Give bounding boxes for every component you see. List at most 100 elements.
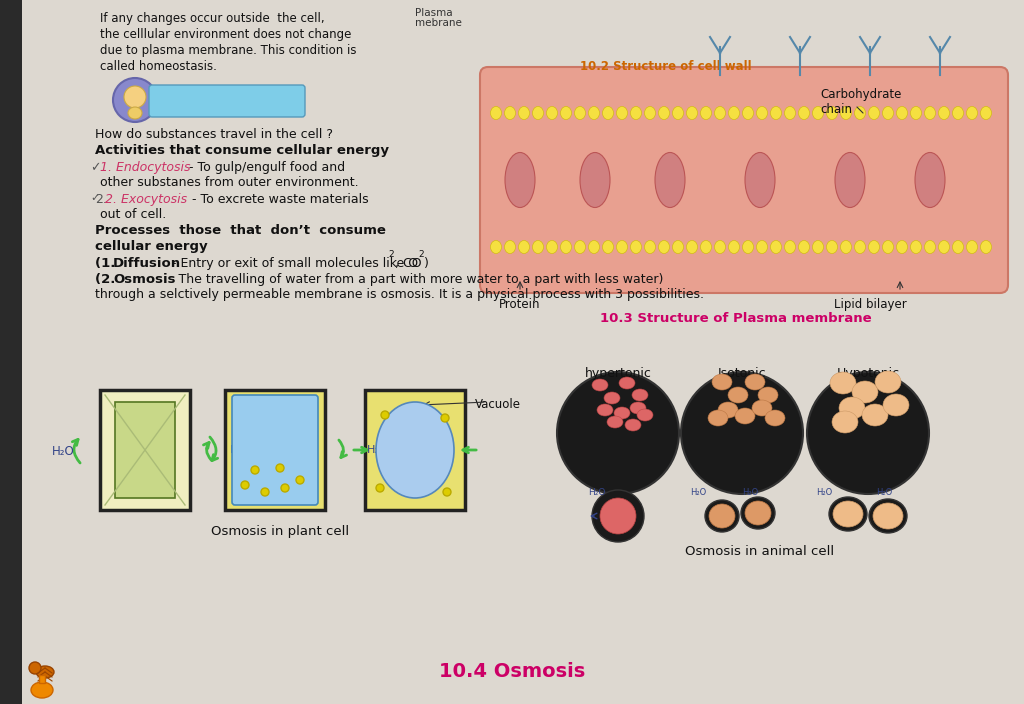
Ellipse shape xyxy=(644,241,655,253)
Text: Hypotonic: Hypotonic xyxy=(837,367,899,380)
Ellipse shape xyxy=(770,241,781,253)
Circle shape xyxy=(681,372,803,494)
Ellipse shape xyxy=(896,106,907,120)
Ellipse shape xyxy=(686,241,697,253)
Circle shape xyxy=(443,488,451,496)
Ellipse shape xyxy=(831,411,858,433)
Ellipse shape xyxy=(757,241,768,253)
Ellipse shape xyxy=(868,241,880,253)
Ellipse shape xyxy=(765,410,785,426)
Ellipse shape xyxy=(376,402,454,498)
Ellipse shape xyxy=(883,241,894,253)
Text: other substanes from outer environment.: other substanes from outer environment. xyxy=(100,176,358,189)
Ellipse shape xyxy=(812,241,823,253)
Ellipse shape xyxy=(841,241,852,253)
Ellipse shape xyxy=(36,666,54,678)
Text: Osmosis in animal cell: Osmosis in animal cell xyxy=(685,545,835,558)
Text: H₂O: H₂O xyxy=(420,445,441,455)
Text: 2: 2 xyxy=(418,250,424,259)
Ellipse shape xyxy=(852,381,878,403)
Ellipse shape xyxy=(742,106,754,120)
Ellipse shape xyxy=(770,106,781,120)
Ellipse shape xyxy=(632,389,648,401)
Text: mebrane: mebrane xyxy=(415,18,462,28)
Ellipse shape xyxy=(925,241,936,253)
Ellipse shape xyxy=(700,241,712,253)
Ellipse shape xyxy=(741,497,775,529)
Ellipse shape xyxy=(631,106,641,120)
Text: H₂O: H₂O xyxy=(742,488,758,497)
Circle shape xyxy=(296,476,304,484)
Text: 2: 2 xyxy=(388,250,393,259)
Text: (2.: (2. xyxy=(95,273,120,286)
Ellipse shape xyxy=(490,106,502,120)
Text: Isotonic: Isotonic xyxy=(718,367,766,380)
Circle shape xyxy=(557,372,679,494)
Text: - To excrete waste materials: - To excrete waste materials xyxy=(188,193,369,206)
FancyBboxPatch shape xyxy=(39,675,45,683)
Text: Activities that consume cellular energy: Activities that consume cellular energy xyxy=(95,144,389,157)
Text: How do substances travel in the cell ?: How do substances travel in the cell ? xyxy=(95,128,333,141)
FancyBboxPatch shape xyxy=(480,67,1008,293)
FancyBboxPatch shape xyxy=(232,395,318,505)
Text: Carbohydrate
chain: Carbohydrate chain xyxy=(820,88,901,116)
Text: out of cell.: out of cell. xyxy=(100,208,166,221)
Ellipse shape xyxy=(752,400,772,416)
Text: H₂O: H₂O xyxy=(230,445,252,455)
Text: Osmosis in plant cell: Osmosis in plant cell xyxy=(211,525,349,538)
Ellipse shape xyxy=(560,241,571,253)
FancyBboxPatch shape xyxy=(115,402,175,498)
Ellipse shape xyxy=(128,107,142,119)
FancyBboxPatch shape xyxy=(0,0,22,704)
Ellipse shape xyxy=(580,153,610,208)
Text: 1. Endocytosis: 1. Endocytosis xyxy=(100,161,190,174)
Ellipse shape xyxy=(841,106,852,120)
Ellipse shape xyxy=(826,241,838,253)
Circle shape xyxy=(261,488,269,496)
Ellipse shape xyxy=(686,106,697,120)
Text: ✓: ✓ xyxy=(90,161,100,174)
Text: Diffusion: Diffusion xyxy=(113,257,181,270)
Ellipse shape xyxy=(868,106,880,120)
Ellipse shape xyxy=(873,503,903,529)
Text: cellular energy: cellular energy xyxy=(95,240,208,253)
Circle shape xyxy=(600,498,636,534)
Ellipse shape xyxy=(718,402,738,418)
Ellipse shape xyxy=(658,241,670,253)
Ellipse shape xyxy=(981,106,991,120)
Circle shape xyxy=(592,490,644,542)
Circle shape xyxy=(276,464,284,472)
Ellipse shape xyxy=(835,153,865,208)
Ellipse shape xyxy=(547,241,557,253)
Ellipse shape xyxy=(618,377,635,389)
Ellipse shape xyxy=(854,106,865,120)
Text: through a selctively permeable membrane is osmosis. It is a physical process wit: through a selctively permeable membrane … xyxy=(95,288,705,301)
Text: Osmosis: Osmosis xyxy=(113,273,175,286)
Ellipse shape xyxy=(910,241,922,253)
Ellipse shape xyxy=(589,241,599,253)
Ellipse shape xyxy=(715,106,725,120)
Text: Processes  those  that  don’t  consume: Processes those that don’t consume xyxy=(95,224,386,237)
Ellipse shape xyxy=(532,241,544,253)
Circle shape xyxy=(376,484,384,492)
Text: Lipid bilayer: Lipid bilayer xyxy=(834,298,906,311)
Ellipse shape xyxy=(830,372,856,394)
Ellipse shape xyxy=(742,241,754,253)
Ellipse shape xyxy=(799,106,810,120)
FancyBboxPatch shape xyxy=(100,390,190,510)
Ellipse shape xyxy=(757,106,768,120)
Text: Can you tell?: Can you tell? xyxy=(163,98,270,113)
Ellipse shape xyxy=(939,106,949,120)
Ellipse shape xyxy=(896,241,907,253)
Ellipse shape xyxy=(799,241,810,253)
Ellipse shape xyxy=(490,241,502,253)
Ellipse shape xyxy=(829,497,867,531)
Circle shape xyxy=(241,481,249,489)
Ellipse shape xyxy=(839,397,865,419)
Circle shape xyxy=(113,78,157,122)
Text: If any changes occur outside  the cell,: If any changes occur outside the cell, xyxy=(100,12,325,25)
Ellipse shape xyxy=(547,106,557,120)
Ellipse shape xyxy=(602,241,613,253)
Ellipse shape xyxy=(574,241,586,253)
Text: 2.: 2. xyxy=(95,193,106,206)
